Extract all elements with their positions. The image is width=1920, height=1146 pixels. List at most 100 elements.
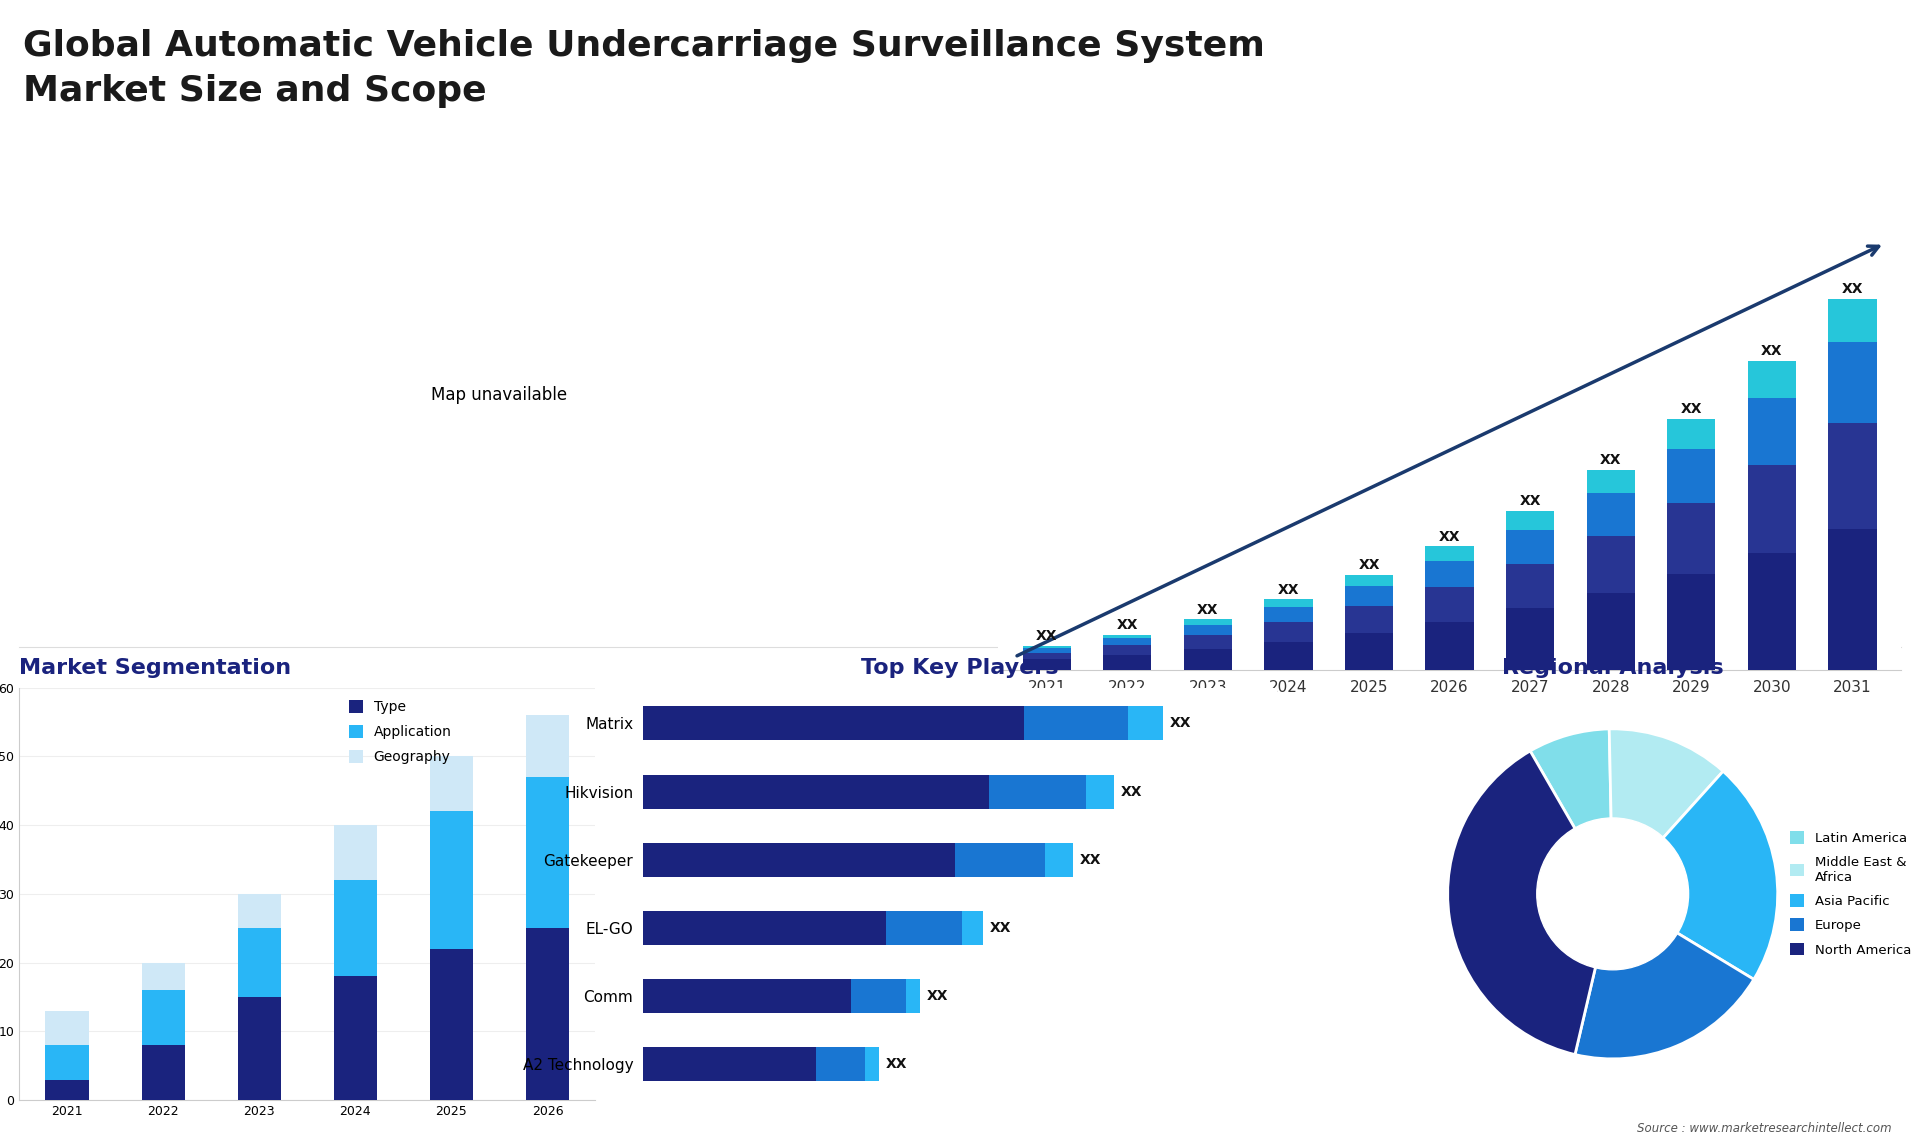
Text: XX: XX — [1117, 618, 1139, 633]
Bar — [1044, 842, 1073, 877]
Bar — [1344, 633, 1394, 670]
Text: Market Segmentation: Market Segmentation — [19, 658, 292, 677]
Text: XX: XX — [1680, 402, 1701, 416]
Bar — [1023, 653, 1071, 659]
Text: Global Automatic Vehicle Undercarriage Surveillance System: Global Automatic Vehicle Undercarriage S… — [23, 29, 1265, 63]
Bar — [526, 777, 568, 928]
Bar — [1023, 649, 1071, 653]
Bar — [526, 715, 568, 777]
Bar — [1586, 470, 1636, 493]
Bar — [643, 775, 989, 809]
Bar — [906, 979, 920, 1013]
Bar — [238, 997, 280, 1100]
Bar — [46, 1045, 88, 1080]
Bar — [1667, 449, 1715, 503]
Bar — [334, 825, 376, 880]
Wedge shape — [1574, 894, 1753, 1059]
Text: XX: XX — [989, 921, 1012, 935]
Bar — [643, 842, 954, 877]
Text: XX: XX — [1841, 282, 1862, 297]
Bar — [1586, 493, 1636, 536]
Bar — [1104, 645, 1152, 654]
Bar — [1263, 607, 1313, 621]
Bar — [1667, 503, 1715, 574]
Bar — [643, 706, 1023, 740]
Text: XX: XX — [1438, 529, 1461, 543]
Bar — [1185, 635, 1233, 650]
Text: XX: XX — [1198, 603, 1219, 617]
Bar — [334, 976, 376, 1100]
Text: XX: XX — [1121, 785, 1142, 799]
Bar — [1344, 587, 1394, 606]
Bar — [1505, 529, 1555, 564]
Bar — [1747, 398, 1795, 465]
Bar — [430, 949, 472, 1100]
Text: XX: XX — [1599, 453, 1622, 468]
Bar — [46, 1011, 88, 1045]
Bar — [238, 928, 280, 997]
Bar — [1747, 552, 1795, 670]
Wedge shape — [1609, 729, 1722, 894]
Bar — [962, 911, 983, 945]
Bar — [1505, 564, 1555, 609]
Bar — [526, 928, 568, 1100]
Text: XX: XX — [1169, 716, 1190, 730]
Bar — [643, 911, 885, 945]
Wedge shape — [1613, 771, 1778, 980]
Bar — [816, 1047, 864, 1082]
Text: Map unavailable: Map unavailable — [432, 386, 566, 405]
Bar — [1586, 592, 1636, 670]
Text: XX: XX — [1277, 582, 1300, 597]
Bar — [142, 963, 184, 990]
Text: XX: XX — [1079, 853, 1100, 866]
Bar — [1828, 343, 1876, 423]
Bar — [46, 1080, 88, 1100]
Bar — [643, 1047, 816, 1082]
Bar — [142, 990, 184, 1045]
Bar — [643, 979, 851, 1013]
Bar — [1185, 625, 1233, 635]
Bar — [1185, 620, 1233, 625]
Bar — [851, 979, 906, 1013]
Bar — [430, 811, 472, 949]
Bar — [1667, 574, 1715, 670]
Bar — [1667, 418, 1715, 449]
Text: Source : www.marketresearchintellect.com: Source : www.marketresearchintellect.com — [1636, 1122, 1891, 1135]
Text: XX: XX — [1519, 494, 1542, 508]
Bar — [989, 775, 1087, 809]
Bar — [1023, 659, 1071, 670]
Bar — [1263, 642, 1313, 670]
Bar — [954, 842, 1044, 877]
Text: XX: XX — [1761, 345, 1782, 359]
Title: Top Key Players: Top Key Players — [862, 658, 1058, 677]
Bar — [1828, 423, 1876, 528]
Bar — [1505, 609, 1555, 670]
Bar — [1263, 621, 1313, 642]
Bar — [1425, 547, 1475, 560]
Bar — [1087, 775, 1114, 809]
Bar — [1425, 560, 1475, 587]
Bar — [1023, 706, 1127, 740]
Wedge shape — [1530, 729, 1613, 894]
Bar — [1425, 621, 1475, 670]
Bar — [1828, 528, 1876, 670]
Wedge shape — [1448, 751, 1613, 1054]
Text: Market Size and Scope: Market Size and Scope — [23, 74, 486, 109]
Text: XX: XX — [1037, 629, 1058, 643]
Bar — [238, 894, 280, 928]
Legend: Latin America, Middle East &
Africa, Asia Pacific, Europe, North America: Latin America, Middle East & Africa, Asi… — [1784, 826, 1916, 961]
Bar — [1104, 654, 1152, 670]
Bar — [430, 756, 472, 811]
Bar — [1586, 536, 1636, 592]
Bar — [1747, 465, 1795, 552]
Bar — [1185, 650, 1233, 670]
Bar — [1023, 646, 1071, 649]
Bar — [1104, 635, 1152, 638]
Bar — [864, 1047, 879, 1082]
Text: XX: XX — [927, 989, 948, 1003]
Text: XX: XX — [885, 1058, 906, 1072]
Bar — [885, 911, 962, 945]
Text: XX: XX — [1357, 558, 1380, 572]
Bar — [334, 880, 376, 976]
Bar — [1425, 587, 1475, 621]
